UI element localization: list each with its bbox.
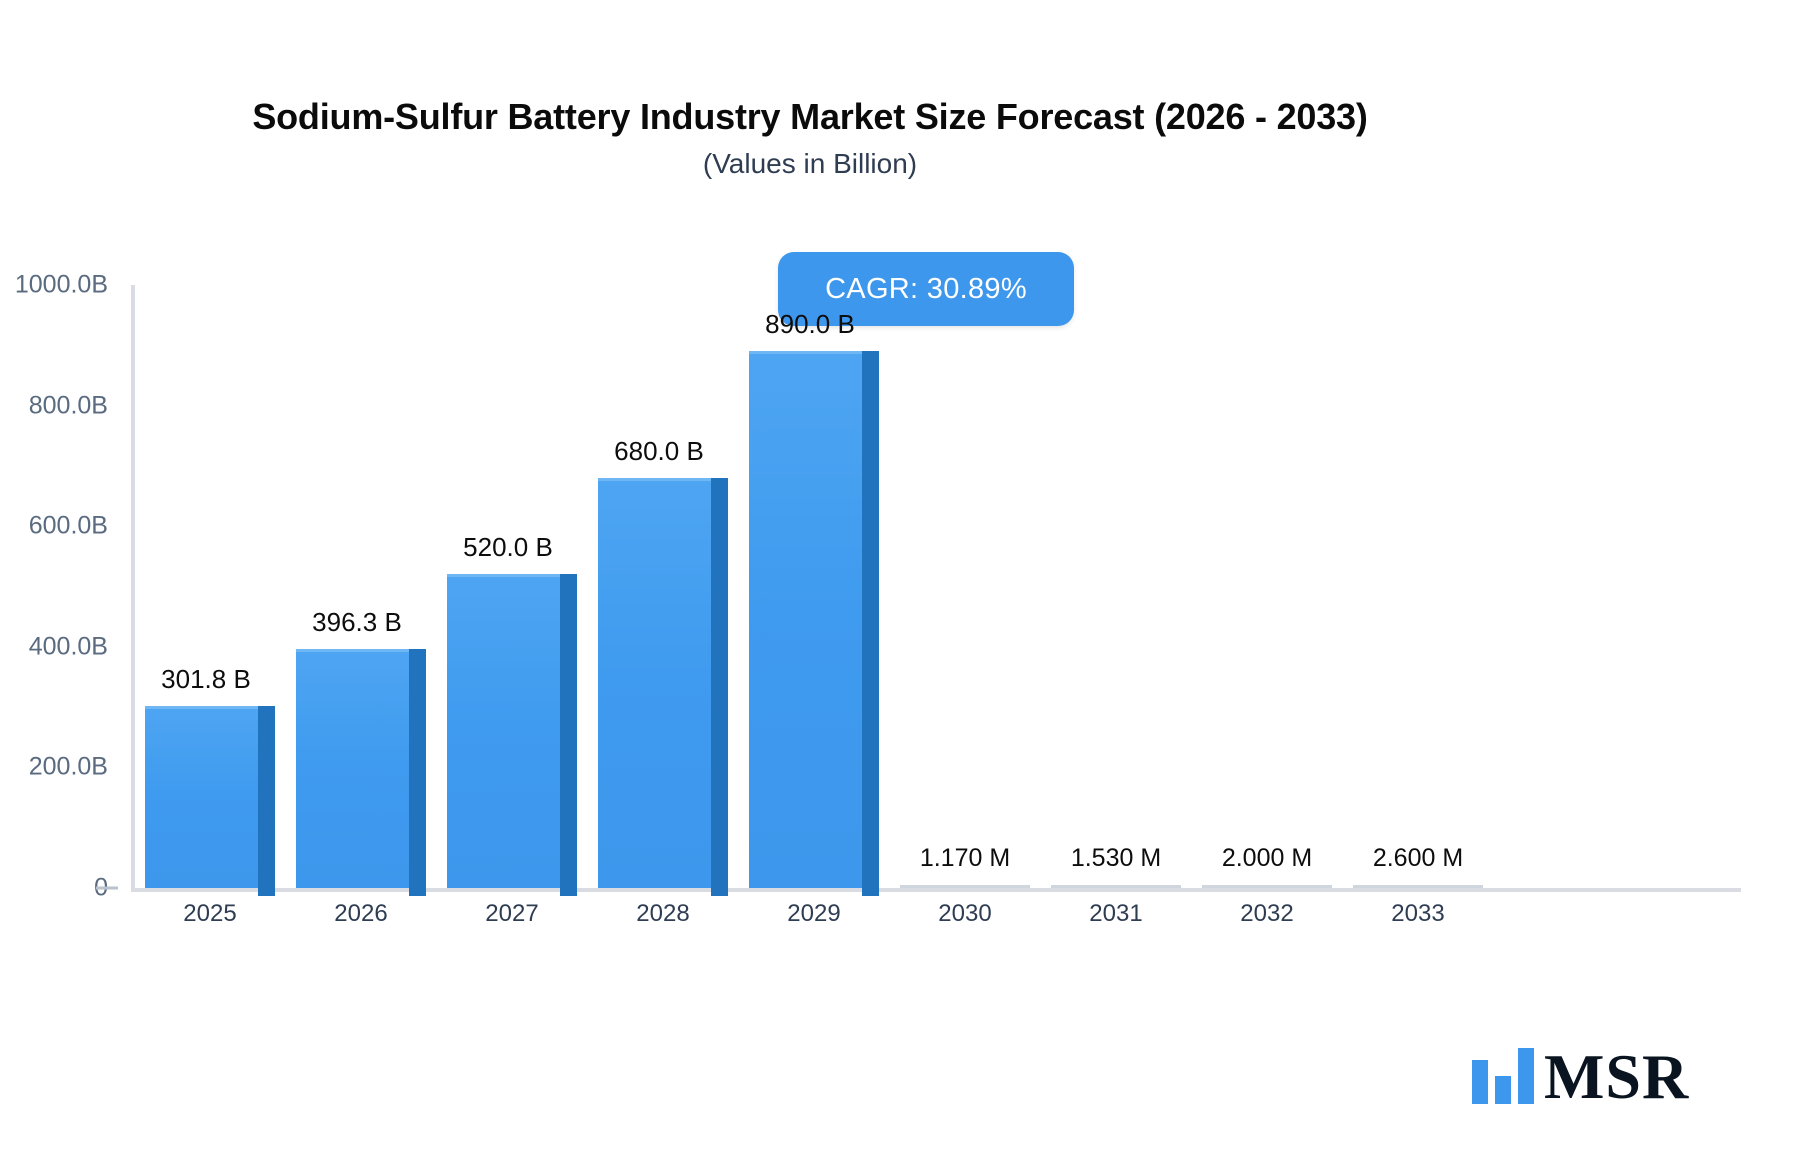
- cagr-badge-label: CAGR: 30.89%: [825, 272, 1027, 305]
- bar: [296, 649, 426, 896]
- bar: [1051, 885, 1181, 888]
- y-tick-label: 1000.0B: [14, 270, 108, 299]
- bar-value-label: 2.600 M: [1372, 844, 1464, 872]
- bar-side-shadow: [862, 351, 879, 896]
- bar: [447, 574, 577, 896]
- bar-face: [447, 574, 560, 888]
- y-tick-label: 400.0B: [28, 632, 108, 661]
- cagr-badge: CAGR: 30.89%: [778, 252, 1074, 326]
- x-tick-label: 2027: [485, 900, 539, 927]
- y-tick-label: 600.0B: [28, 511, 108, 540]
- bar-value-label: 890.0 B: [765, 309, 855, 340]
- bar-top-highlight: [447, 574, 560, 578]
- bar: [145, 706, 275, 896]
- bar-value-label: 396.3 B: [312, 607, 402, 638]
- logo-bars-icon: [1472, 1046, 1534, 1104]
- bar-value-label: 1.170 M: [919, 844, 1011, 872]
- x-tick-label: 2025: [183, 900, 237, 927]
- y-tick-label: 800.0B: [28, 391, 108, 420]
- logo-text: MSR: [1544, 1041, 1690, 1113]
- bar: [1353, 885, 1483, 888]
- msr-logo: MSR: [1472, 1036, 1690, 1113]
- bar-face: [749, 351, 862, 888]
- bar-value-label: 2.000 M: [1221, 844, 1313, 872]
- bar-value-label: 301.8 B: [161, 664, 251, 694]
- y-tick-label: 200.0B: [28, 752, 108, 781]
- bar-face: [598, 477, 711, 888]
- x-tick-label: 2028: [636, 900, 690, 927]
- bar: [749, 351, 879, 896]
- x-tick-label: 2026: [334, 900, 388, 927]
- bar-top-highlight: [296, 649, 409, 653]
- x-tick-label: 2032: [1240, 900, 1294, 927]
- bar-value-label: 680.0 B: [614, 435, 704, 466]
- bar: [900, 885, 1030, 888]
- x-tick-label: 2030: [938, 900, 992, 927]
- page-title: Sodium-Sulfur Battery Industry Market Si…: [252, 96, 1368, 137]
- bar-value-label: 1.530 M: [1070, 844, 1162, 872]
- bar-top-highlight: [598, 477, 711, 481]
- bar-side-shadow: [711, 477, 728, 896]
- bar: [598, 477, 728, 896]
- bar-top-highlight: [749, 351, 862, 355]
- x-tick-label: 2033: [1391, 900, 1445, 927]
- bar-face: [145, 706, 258, 888]
- y-axis-line: [131, 285, 135, 892]
- bar-top-highlight: [145, 706, 258, 709]
- x-axis-line: [131, 888, 1741, 892]
- bar-side-shadow: [560, 574, 577, 896]
- x-tick-label: 2029: [787, 900, 841, 927]
- bar-side-shadow: [409, 649, 426, 896]
- y-tick-dash: [96, 886, 118, 890]
- bar-value-label: 520.0 B: [463, 532, 553, 563]
- bar-side-shadow: [258, 706, 275, 896]
- bar: [1202, 885, 1332, 888]
- bar-face: [296, 649, 409, 888]
- x-tick-label: 2031: [1089, 900, 1143, 927]
- chart-subtitle: (Values in Billion): [702, 148, 918, 179]
